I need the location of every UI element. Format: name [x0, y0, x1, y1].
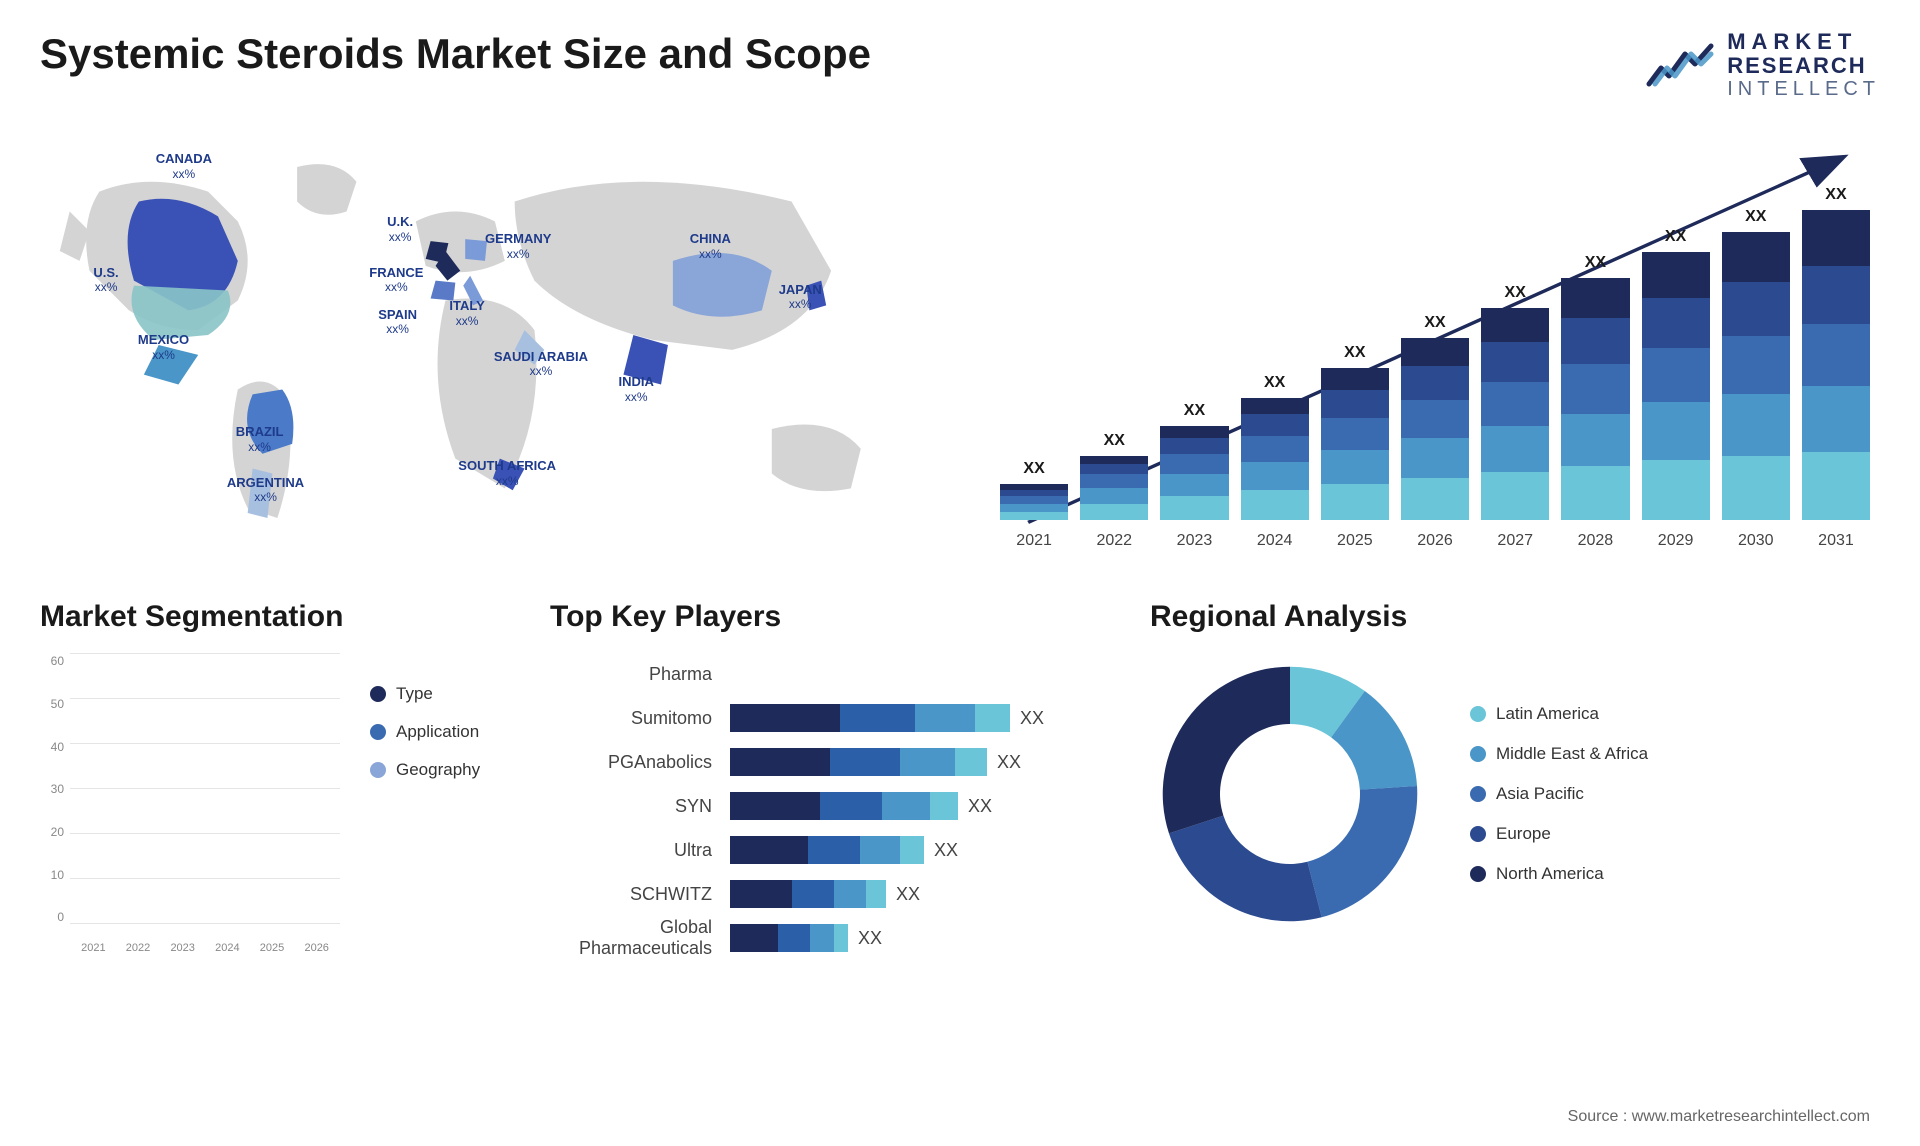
regional-donut-chart — [1150, 654, 1430, 934]
logo-line3: INTELLECT — [1727, 78, 1880, 100]
map-country-label: FRANCExx% — [369, 265, 423, 295]
regional-legend: Latin America Middle East & Africa Asia Pa… — [1470, 704, 1648, 884]
map-country-label: ITALYxx% — [449, 298, 484, 328]
player-value: XX — [968, 796, 992, 817]
map-country-label: SPAINxx% — [378, 307, 417, 337]
growth-year-label: 2031 — [1802, 532, 1870, 550]
legend-item: Middle East & Africa — [1470, 744, 1648, 764]
map-country-label: U.K.xx% — [387, 214, 413, 244]
growth-value-label: XX — [1184, 402, 1205, 420]
player-row: Global Pharmaceuticals XX — [550, 918, 1100, 958]
growth-bar-column: XX — [1642, 228, 1710, 520]
player-row: Ultra XX — [550, 830, 1100, 870]
legend-item: Europe — [1470, 824, 1648, 844]
player-value: XX — [934, 840, 958, 861]
growth-year-label: 2023 — [1160, 532, 1228, 550]
growth-value-label: XX — [1424, 314, 1445, 332]
growth-year-label: 2026 — [1401, 532, 1469, 550]
growth-bar-column: XX — [1080, 432, 1148, 520]
growth-year-label: 2022 — [1080, 532, 1148, 550]
player-row: PGAnabolics XX — [550, 742, 1100, 782]
brand-logo: MARKET RESEARCH INTELLECT — [1645, 30, 1880, 100]
growth-value-label: XX — [1665, 228, 1686, 246]
players-title: Top Key Players — [550, 600, 1100, 634]
growth-value-label: XX — [1585, 254, 1606, 272]
donut-slice — [1169, 816, 1322, 922]
legend-item: Asia Pacific — [1470, 784, 1648, 804]
growth-value-label: XX — [1023, 460, 1044, 478]
growth-bar-column: XX — [1561, 254, 1629, 520]
player-row: SYN XX — [550, 786, 1100, 826]
player-name: PGAnabolics — [550, 752, 730, 773]
legend-item: Geography — [370, 760, 480, 780]
source-attribution: Source : www.marketresearchintellect.com — [1568, 1108, 1870, 1126]
page-title: Systemic Steroids Market Size and Scope — [40, 30, 871, 78]
growth-year-label: 2030 — [1722, 532, 1790, 550]
growth-year-label: 2021 — [1000, 532, 1068, 550]
map-country-label: GERMANYxx% — [485, 231, 551, 261]
player-value: XX — [858, 928, 882, 949]
growth-year-label: 2024 — [1241, 532, 1309, 550]
growth-bar-column: XX — [1000, 460, 1068, 520]
growth-value-label: XX — [1745, 208, 1766, 226]
growth-bar-column: XX — [1160, 402, 1228, 520]
growth-value-label: XX — [1104, 432, 1125, 450]
player-row: SCHWITZ XX — [550, 874, 1100, 914]
map-country-label: U.S.xx% — [93, 265, 118, 295]
player-value: XX — [1020, 708, 1044, 729]
donut-slice — [1163, 667, 1290, 834]
segmentation-chart: 0102030405060 202120222023202420252026 — [40, 654, 340, 954]
player-value: XX — [896, 884, 920, 905]
regional-title: Regional Analysis — [1150, 600, 1880, 634]
map-country-label: CANADAxx% — [156, 151, 212, 181]
map-country-label: CHINAxx% — [690, 231, 731, 261]
growth-bar-column: XX — [1401, 314, 1469, 520]
growth-year-label: 2029 — [1642, 532, 1710, 550]
legend-item: Application — [370, 722, 480, 742]
map-country-label: ARGENTINAxx% — [227, 475, 304, 505]
player-name: Sumitomo — [550, 708, 730, 729]
growth-value-label: XX — [1825, 186, 1846, 204]
player-row: Pharma — [550, 654, 1100, 694]
map-country-label: SOUTH AFRICAxx% — [458, 458, 556, 488]
growth-bar-column: XX — [1241, 374, 1309, 520]
segmentation-legend: Type Application Geography — [370, 654, 480, 954]
growth-bar-column: XX — [1481, 284, 1549, 520]
logo-line2: RESEARCH — [1727, 54, 1880, 78]
world-map: CANADAxx% U.S.xx% MEXICOxx% BRAZILxx% ARGENT… — [40, 130, 930, 550]
player-row: Sumitomo XX — [550, 698, 1100, 738]
growth-value-label: XX — [1344, 344, 1365, 362]
growth-bar-column: XX — [1321, 344, 1389, 520]
growth-value-label: XX — [1264, 374, 1285, 392]
player-name: SCHWITZ — [550, 884, 730, 905]
growth-year-label: 2028 — [1561, 532, 1629, 550]
player-name: Pharma — [550, 664, 730, 685]
growth-bar-column: XX — [1802, 186, 1870, 520]
growth-year-label: 2027 — [1481, 532, 1549, 550]
map-country-label: SAUDI ARABIAxx% — [494, 349, 588, 379]
map-country-label: INDIAxx% — [619, 374, 654, 404]
legend-item: Type — [370, 684, 480, 704]
growth-bar-column: XX — [1722, 208, 1790, 520]
map-country-label: JAPANxx% — [779, 282, 822, 312]
players-chart: Pharma Sumitomo XX PGAnabolics XX SYN XX Ultra X… — [550, 654, 1100, 958]
legend-item: Latin America — [1470, 704, 1648, 724]
growth-value-label: XX — [1505, 284, 1526, 302]
growth-year-label: 2025 — [1321, 532, 1389, 550]
player-name: SYN — [550, 796, 730, 817]
growth-bar-chart: XX XX XX XX XX XX XX XX XX XX XX 2021 2022 2023 2024 2… — [990, 130, 1880, 550]
legend-item: North America — [1470, 864, 1648, 884]
logo-line1: MARKET — [1727, 30, 1880, 54]
donut-slice — [1307, 786, 1417, 917]
player-name: Global Pharmaceuticals — [550, 917, 730, 959]
map-country-label: BRAZILxx% — [236, 424, 284, 454]
segmentation-title: Market Segmentation — [40, 600, 500, 634]
player-value: XX — [997, 752, 1021, 773]
map-country-label: MEXICOxx% — [138, 332, 189, 362]
player-name: Ultra — [550, 840, 730, 861]
